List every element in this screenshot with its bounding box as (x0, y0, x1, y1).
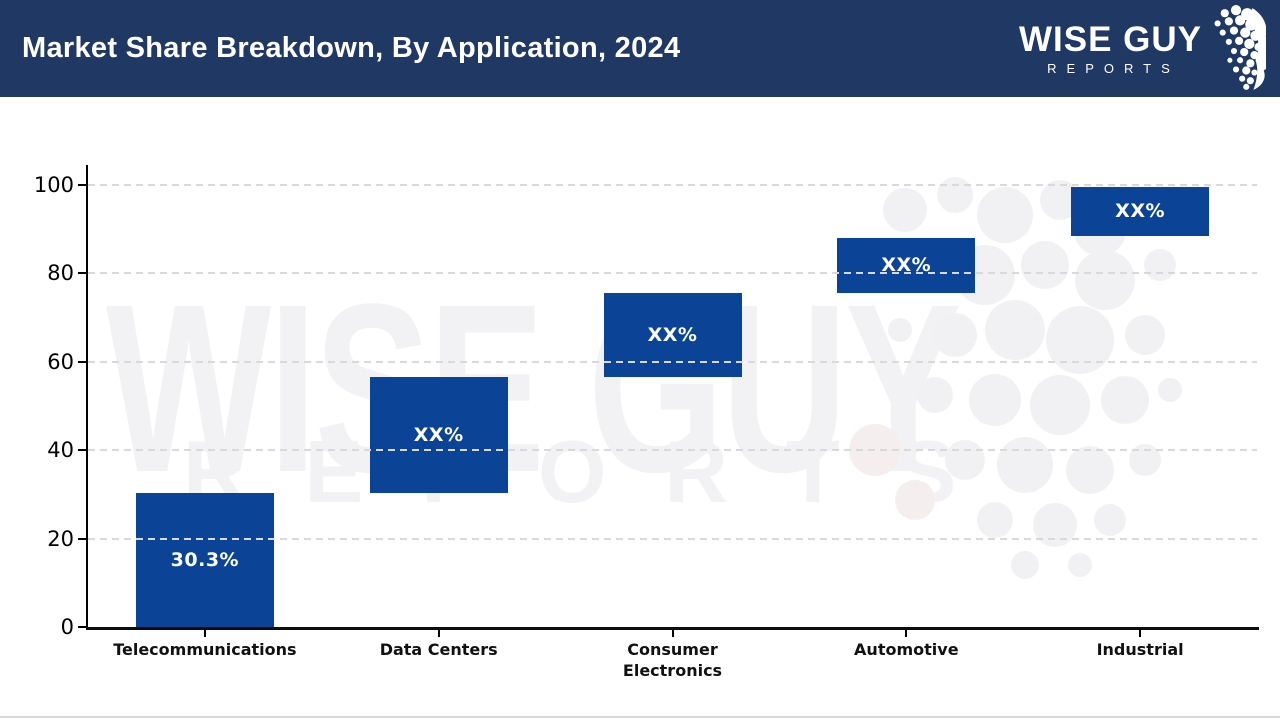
page-title: Market Share Breakdown, By Application, … (22, 32, 681, 64)
logo-face-icon (1214, 4, 1266, 90)
category-label-3: Consumer Electronics (622, 640, 723, 681)
y-tick-label-0: 0 (60, 615, 74, 639)
bar-value-label: XX% (1115, 200, 1166, 223)
header: Market Share Breakdown, By Application, … (0, 0, 1280, 97)
y-tick-20 (78, 537, 86, 540)
y-tick-80 (78, 272, 86, 275)
watermark-subtext: REPORTS (183, 422, 1015, 521)
x-tick-2 (437, 630, 440, 637)
brand-logo: WISE GUY REPORTS (1019, 4, 1266, 93)
y-tick-0 (78, 626, 86, 628)
brand-logo-text: WISE GUY REPORTS (1019, 22, 1202, 76)
y-tick-40 (78, 449, 86, 452)
y-tick-60 (78, 360, 86, 363)
x-tick-1 (203, 630, 206, 637)
brand-name: WISE GUY (1018, 19, 1202, 59)
bar-value-label: XX% (881, 254, 932, 277)
gridline-100 (88, 184, 1257, 186)
y-tick-label-60: 60 (47, 349, 74, 374)
category-label-4: Automotive (854, 640, 959, 659)
x-tick-4 (905, 630, 908, 637)
y-tick-label-20: 20 (47, 526, 74, 551)
bar-value-label: XX% (413, 423, 464, 446)
bar-telecommunications: 30.3% (135, 493, 274, 627)
bar-industrial: XX% (1071, 186, 1210, 236)
y-tick-label-100: 100 (33, 173, 74, 197)
y-tick-label-80: 80 (47, 261, 74, 286)
watermark-text: WISE GUY (106, 254, 962, 522)
bar-consumer-electronics: XX% (603, 292, 742, 377)
x-tick-5 (1139, 630, 1142, 637)
gridline-80 (88, 272, 1257, 275)
y-tick-100 (78, 184, 86, 186)
y-tick-label-40: 40 (47, 438, 74, 463)
bar-automotive: XX% (837, 237, 976, 293)
bar-data-centers: XX% (369, 376, 508, 494)
category-label-5: Industrial (1096, 640, 1184, 659)
bar-value-label: XX% (647, 323, 698, 346)
gridline-40 (88, 449, 1257, 452)
bar-value-label: 30.3% (170, 549, 240, 572)
x-tick-3 (671, 630, 674, 637)
y-axis (86, 165, 88, 630)
brand-subtitle: REPORTS (1047, 60, 1180, 76)
bottom-divider (0, 716, 1280, 718)
x-axis (86, 627, 1259, 630)
category-label-2: Data Centers (379, 640, 498, 659)
category-label-1: Telecommunications (113, 640, 297, 659)
